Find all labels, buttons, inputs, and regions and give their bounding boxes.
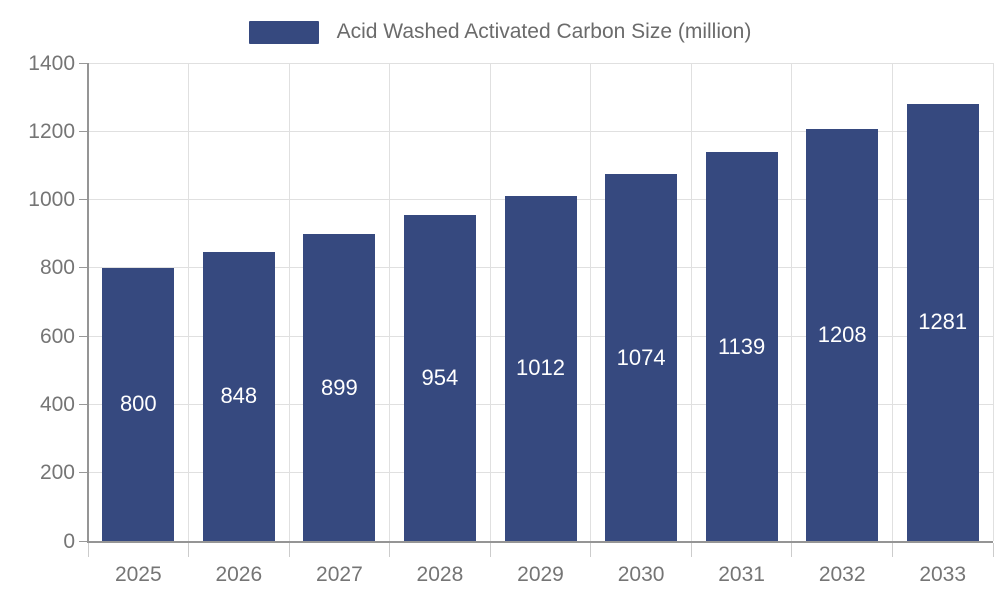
x-axis-label-2026: 2026	[215, 563, 263, 586]
y-axis-tick-label: 600	[39, 324, 75, 348]
x-axis-tick	[590, 543, 592, 557]
x-axis-label-2027: 2027	[316, 563, 363, 586]
gridline-vertical	[791, 63, 793, 541]
y-axis-tick-label: 1400	[28, 51, 75, 75]
x-axis-label-2030: 2030	[617, 563, 665, 586]
x-axis-label-2031: 2031	[718, 563, 765, 586]
legend-label: Acid Washed Activated Carbon Size (milli…	[336, 20, 752, 43]
y-axis-tick	[79, 403, 87, 405]
y-axis-tick-label: 1000	[28, 188, 75, 212]
bar-value-label: 1139	[717, 333, 766, 359]
bar-2032	[806, 128, 879, 541]
x-axis-label-2025: 2025	[114, 563, 162, 586]
x-axis-tick	[690, 543, 692, 557]
x-axis-label-2032: 2032	[818, 563, 866, 586]
y-axis-tick-label: 1200	[28, 119, 75, 143]
y-axis-tick	[79, 62, 87, 64]
bar-2029	[504, 195, 577, 541]
bar-value-label: 1074	[616, 344, 666, 370]
y-axis-tick	[79, 335, 87, 337]
bar-value-label: 1012	[516, 355, 565, 381]
y-axis-line	[87, 63, 89, 541]
gridline-vertical	[891, 63, 893, 541]
x-axis-tick	[288, 543, 290, 557]
x-axis-label-2033: 2033	[919, 563, 967, 586]
bar-value-label: 899	[321, 374, 358, 400]
bar-2033	[906, 103, 979, 541]
gridline-vertical	[288, 63, 290, 541]
gridline-vertical	[389, 63, 391, 541]
bar-2030	[605, 174, 678, 541]
legend-swatch	[248, 20, 319, 44]
bar-value-label: 848	[220, 383, 258, 409]
gridline-vertical	[188, 63, 190, 541]
y-axis-tick	[79, 540, 87, 542]
legend[interactable]: Acid Washed Activated Carbon Size (milli…	[0, 18, 1000, 46]
x-axis-tick	[791, 543, 793, 557]
bar-value-label: 1281	[918, 309, 968, 335]
gridline-vertical	[489, 63, 491, 541]
y-axis-tick-label: 800	[39, 256, 75, 280]
y-axis-tick-label: 400	[39, 392, 75, 416]
y-axis-tick	[79, 199, 87, 201]
y-axis-tick	[79, 472, 87, 474]
x-axis-tick	[188, 543, 190, 557]
gridline-horizontal	[88, 130, 993, 132]
x-axis-tick	[87, 543, 89, 557]
bar-value-label: 800	[119, 391, 157, 417]
y-axis-tick-label: 200	[39, 461, 75, 485]
x-axis-tick	[891, 543, 893, 557]
bar-2031	[705, 152, 778, 541]
y-axis-tick	[79, 130, 87, 132]
bar-value-label: 1208	[817, 321, 867, 347]
x-axis-label-2029: 2029	[517, 563, 564, 586]
bar-2026	[202, 251, 275, 541]
bar-2025	[102, 267, 175, 541]
y-axis-tick	[79, 267, 87, 269]
gridline-vertical	[992, 63, 994, 541]
x-axis-tick	[489, 543, 491, 557]
gridline-vertical	[690, 63, 692, 541]
x-axis-label-2028: 2028	[416, 563, 464, 586]
y-axis-tick-label: 0	[63, 529, 75, 553]
bar-value-label: 954	[421, 365, 459, 391]
bar-2028	[403, 215, 476, 541]
gridline-vertical	[590, 63, 592, 541]
x-axis-tick	[389, 543, 391, 557]
bar-2027	[303, 234, 376, 541]
gridline-horizontal	[88, 62, 993, 64]
x-axis-line	[87, 541, 993, 543]
x-axis-tick	[992, 543, 994, 557]
